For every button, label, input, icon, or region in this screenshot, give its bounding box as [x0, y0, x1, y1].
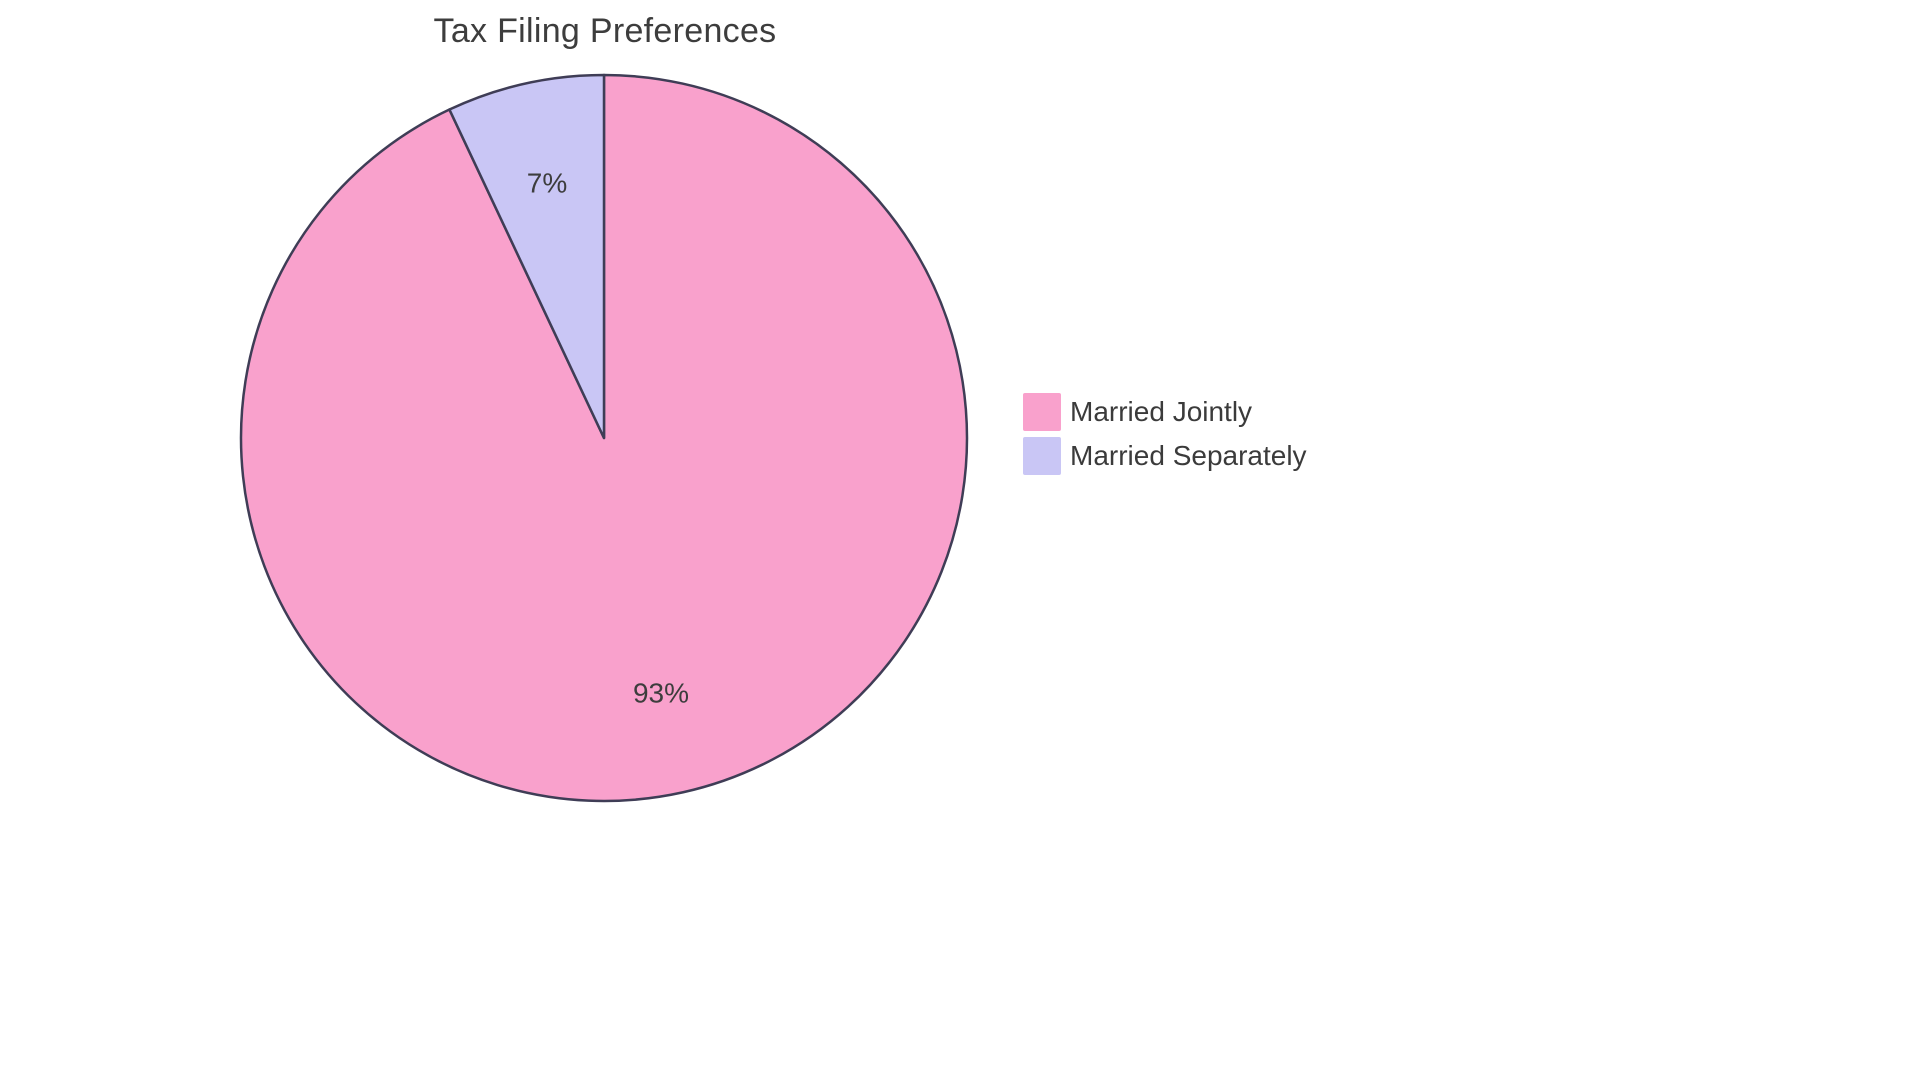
legend-item-married-separately: Married Separately	[1023, 437, 1307, 475]
legend: Married Jointly Married Separately	[1023, 393, 1307, 481]
legend-label-married-jointly: Married Jointly	[1070, 396, 1253, 427]
slice-label-married-jointly: 93%	[633, 678, 689, 709]
legend-item-married-jointly: Married Jointly	[1023, 393, 1307, 431]
legend-swatch-married-separately	[1023, 437, 1061, 475]
chart-title: Tax Filing Preferences	[433, 12, 777, 50]
pie-slice-married-separately	[448, 73, 606, 440]
slice-label-married-separately: 7%	[527, 167, 567, 198]
legend-swatch-married-jointly	[1023, 393, 1061, 431]
legend-label-married-separately: Married Separately	[1070, 440, 1307, 471]
